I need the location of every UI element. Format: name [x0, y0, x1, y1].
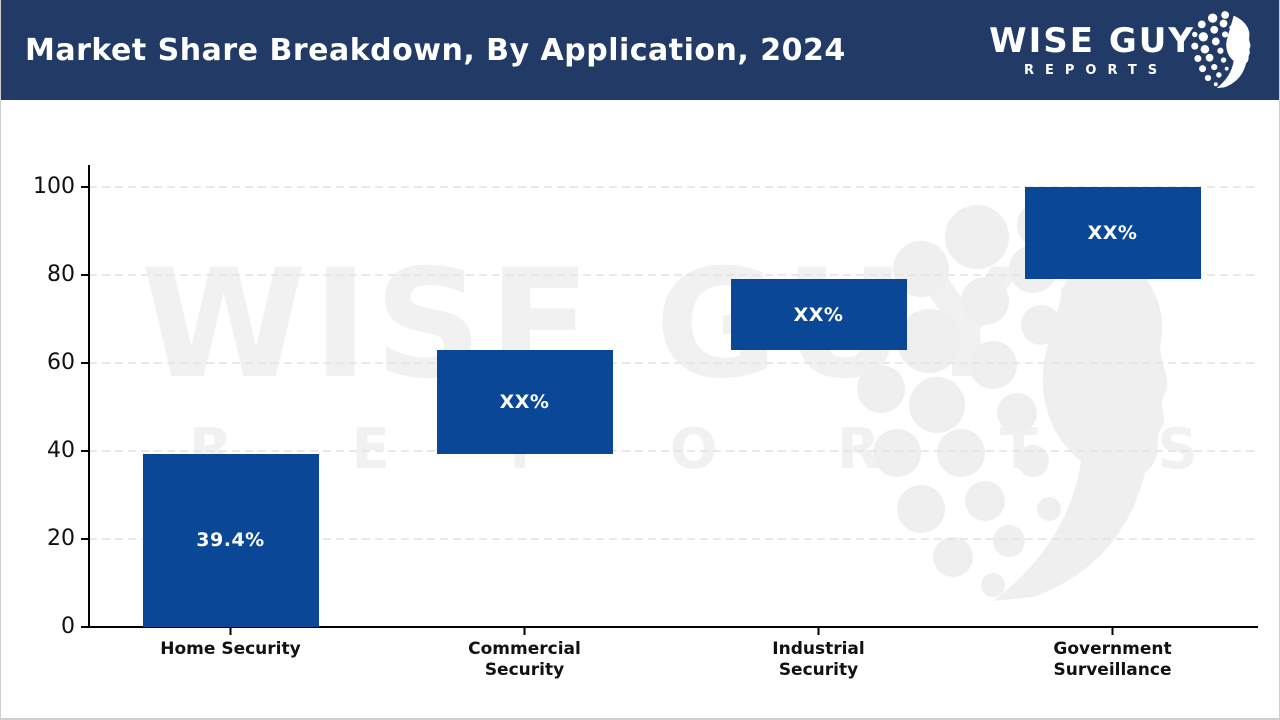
- bar-value-label: XX%: [1087, 222, 1138, 245]
- category-label-commercial-security: Commercial Security: [415, 639, 635, 681]
- logo-face-icon: [1191, 11, 1251, 89]
- bar-commercial-security: XX%: [436, 349, 613, 454]
- y-tick-label-20: 20: [47, 526, 75, 551]
- y-tick-label-40: 40: [47, 438, 75, 463]
- category-label-line: Commercial: [468, 639, 581, 659]
- brand-logo-text: WISE GUY REPORTS: [989, 24, 1195, 77]
- watermark: WISE GUY R E P O R T S: [141, 205, 1248, 601]
- brand-subname: REPORTS: [1024, 62, 1169, 78]
- category-label-line: Home Security: [160, 639, 301, 659]
- bar-value-label: XX%: [499, 390, 550, 413]
- category-label-line: Industrial: [772, 639, 865, 659]
- category-label-line: Government: [1053, 639, 1172, 659]
- category-label-home-security: Home Security: [121, 639, 341, 660]
- category-label-line: Surveillance: [1053, 660, 1172, 680]
- brand-logo: WISE GUY REPORTS: [989, 8, 1257, 92]
- bar-government-surveillance: XX%: [1024, 187, 1201, 280]
- y-tick-label-0: 0: [61, 614, 75, 639]
- brand-name: WISE GUY: [989, 20, 1195, 61]
- y-tick-label-60: 60: [47, 350, 75, 375]
- header-bar: Market Share Breakdown, By Application, …: [1, 0, 1279, 100]
- chart-title: Market Share Breakdown, By Application, …: [25, 32, 846, 68]
- bar-value-label: XX%: [793, 303, 844, 326]
- y-tick-label-80: 80: [47, 262, 75, 287]
- y-tick-label-100: 100: [33, 174, 75, 199]
- category-label-line: Security: [778, 660, 859, 680]
- bar-value-label: 39.4%: [196, 529, 265, 552]
- bar-industrial-security: XX%: [730, 279, 907, 350]
- category-label-industrial-security: Industrial Security: [709, 639, 929, 681]
- bar-home-security: 39.4%: [142, 453, 319, 627]
- category-label-government-surveillance: Government Surveillance: [1003, 639, 1223, 681]
- category-label-line: Security: [484, 660, 565, 680]
